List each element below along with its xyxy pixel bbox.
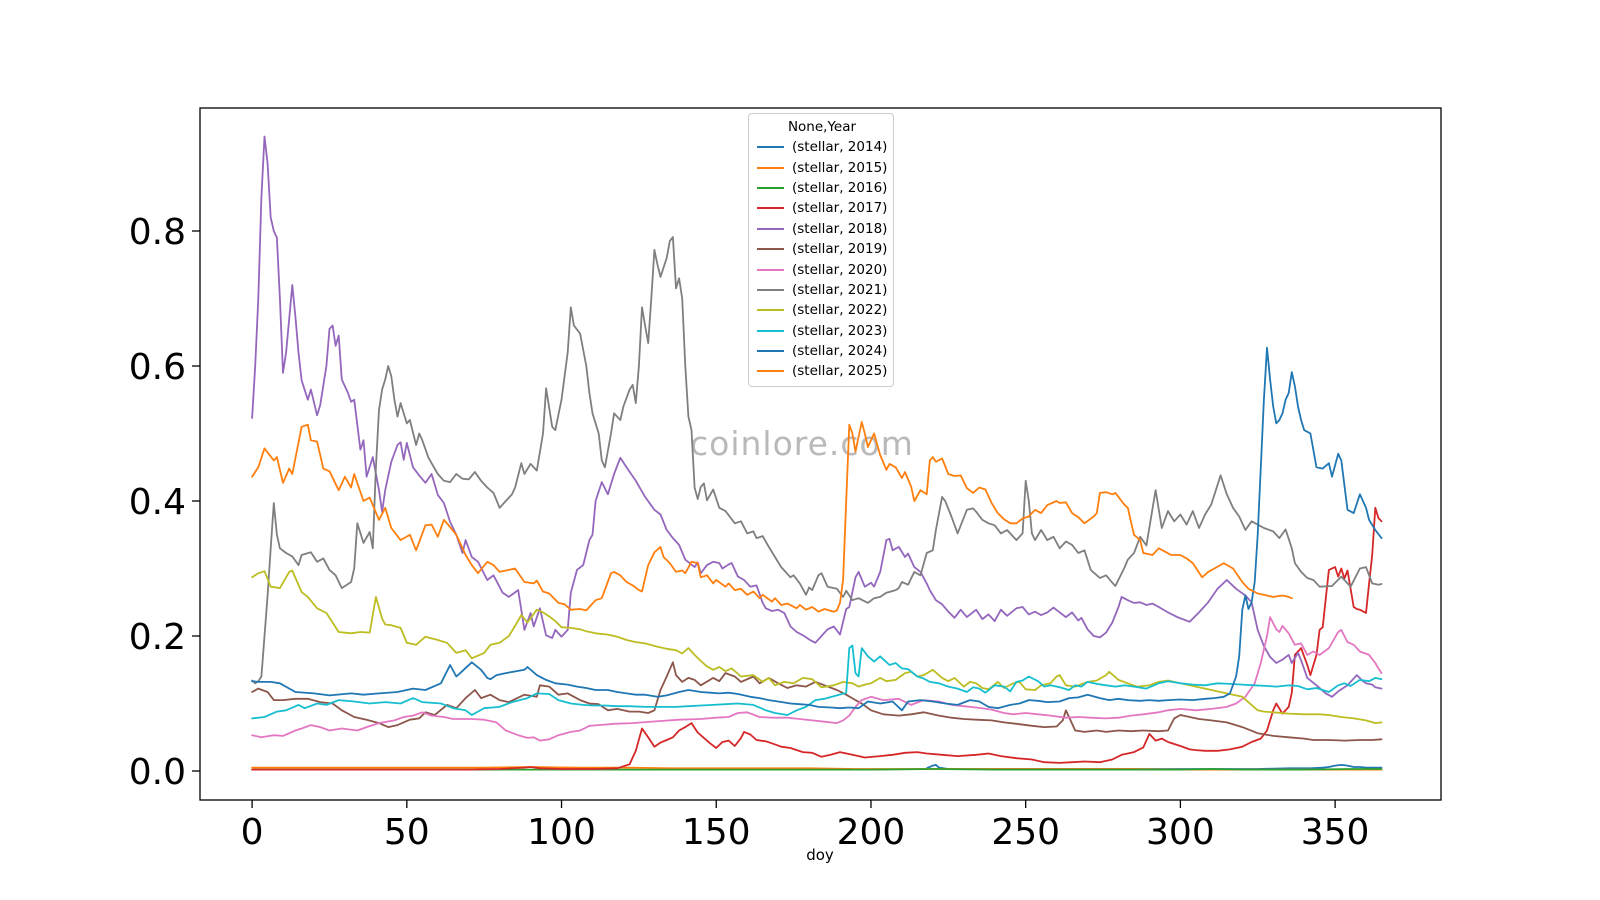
plot-border (199, 107, 1442, 801)
x-tick-label: 150 (682, 812, 751, 853)
legend-line-swatch (757, 309, 784, 312)
legend-item: (stellar, 2017) (757, 198, 887, 218)
legend-label: (stellar, 2016) (792, 179, 888, 196)
legend-item: (stellar, 2022) (757, 300, 887, 320)
legend-line-swatch (757, 370, 784, 373)
series-line (stellar, 2022) (251, 569, 1383, 724)
legend-label: (stellar, 2024) (792, 343, 888, 360)
x-tick-label: 100 (527, 812, 596, 853)
y-tick-label: 0.6 (129, 347, 186, 388)
x-tick-label: 50 (384, 812, 430, 853)
legend-rows: (stellar, 2014) (stellar, 2015) (stellar, … (757, 137, 887, 382)
series-line (stellar, 2020) (251, 616, 1383, 742)
axes: 0 50 100 150 200 250 300 350 0.0 0.2 0.4 0.6 0.8 (129, 107, 1442, 853)
series-lines (251, 135, 1383, 771)
legend-item: (stellar, 2021) (757, 280, 887, 300)
legend-label: (stellar, 2020) (792, 261, 888, 278)
x-tick-label: 300 (1146, 812, 1215, 853)
series-line (stellar, 2023) (251, 644, 1383, 720)
legend-item: (stellar, 2023) (757, 321, 887, 341)
legend-label: (stellar, 2014) (792, 139, 888, 156)
legend-item: (stellar, 2016) (757, 178, 887, 198)
y-tick-label: 0.0 (129, 752, 186, 793)
legend-item: (stellar, 2020) (757, 259, 887, 279)
legend-label: (stellar, 2015) (792, 159, 888, 176)
watermark: coinlore.com (690, 424, 914, 463)
legend-line-swatch (757, 227, 784, 230)
legend-line-swatch (757, 207, 784, 210)
legend: None,Year (stellar, 2014) (stellar, 2015)… (748, 113, 894, 387)
legend-item: (stellar, 2018) (757, 219, 887, 239)
legend-line-swatch (757, 186, 784, 189)
legend-item: (stellar, 2025) (757, 361, 887, 381)
legend-item: (stellar, 2014) (757, 137, 887, 157)
legend-line-swatch (757, 268, 784, 271)
x-tick-label: 0 (241, 812, 264, 853)
series-line (stellar, 2021) (251, 236, 1383, 685)
legend-item: (stellar, 2019) (757, 239, 887, 259)
legend-label: (stellar, 2022) (792, 302, 888, 319)
y-tick-label: 0.4 (129, 482, 186, 523)
legend-line-swatch (757, 166, 784, 169)
legend-line-swatch (757, 288, 784, 291)
y-tick-label: 0.2 (129, 617, 186, 658)
legend-label: (stellar, 2018) (792, 220, 888, 237)
series-line (stellar, 2018) (251, 135, 1383, 698)
x-tick-label: 200 (837, 812, 906, 853)
legend-line-swatch (757, 248, 784, 251)
legend-line-swatch (757, 146, 784, 149)
legend-label: (stellar, 2019) (792, 241, 888, 258)
legend-label: (stellar, 2017) (792, 200, 888, 217)
x-axis-label: doy (806, 846, 834, 864)
legend-label: (stellar, 2023) (792, 322, 888, 339)
series-line (stellar, 2017) (251, 506, 1383, 771)
legend-line-swatch (757, 350, 784, 353)
x-tick-label: 250 (991, 812, 1060, 853)
legend-title: None,Year (787, 119, 857, 135)
legend-item: (stellar, 2024) (757, 341, 887, 361)
legend-line-swatch (757, 329, 784, 332)
series-line (stellar, 2024) (251, 346, 1383, 712)
x-tick-label: 350 (1301, 812, 1370, 853)
legend-label: (stellar, 2021) (792, 281, 888, 298)
legend-label: (stellar, 2025) (792, 363, 888, 380)
y-tick-label: 0.8 (129, 212, 186, 253)
legend-item: (stellar, 2015) (757, 157, 887, 177)
series-line (stellar, 2019) (251, 661, 1383, 742)
series-line (stellar, 2025) (251, 421, 1293, 613)
